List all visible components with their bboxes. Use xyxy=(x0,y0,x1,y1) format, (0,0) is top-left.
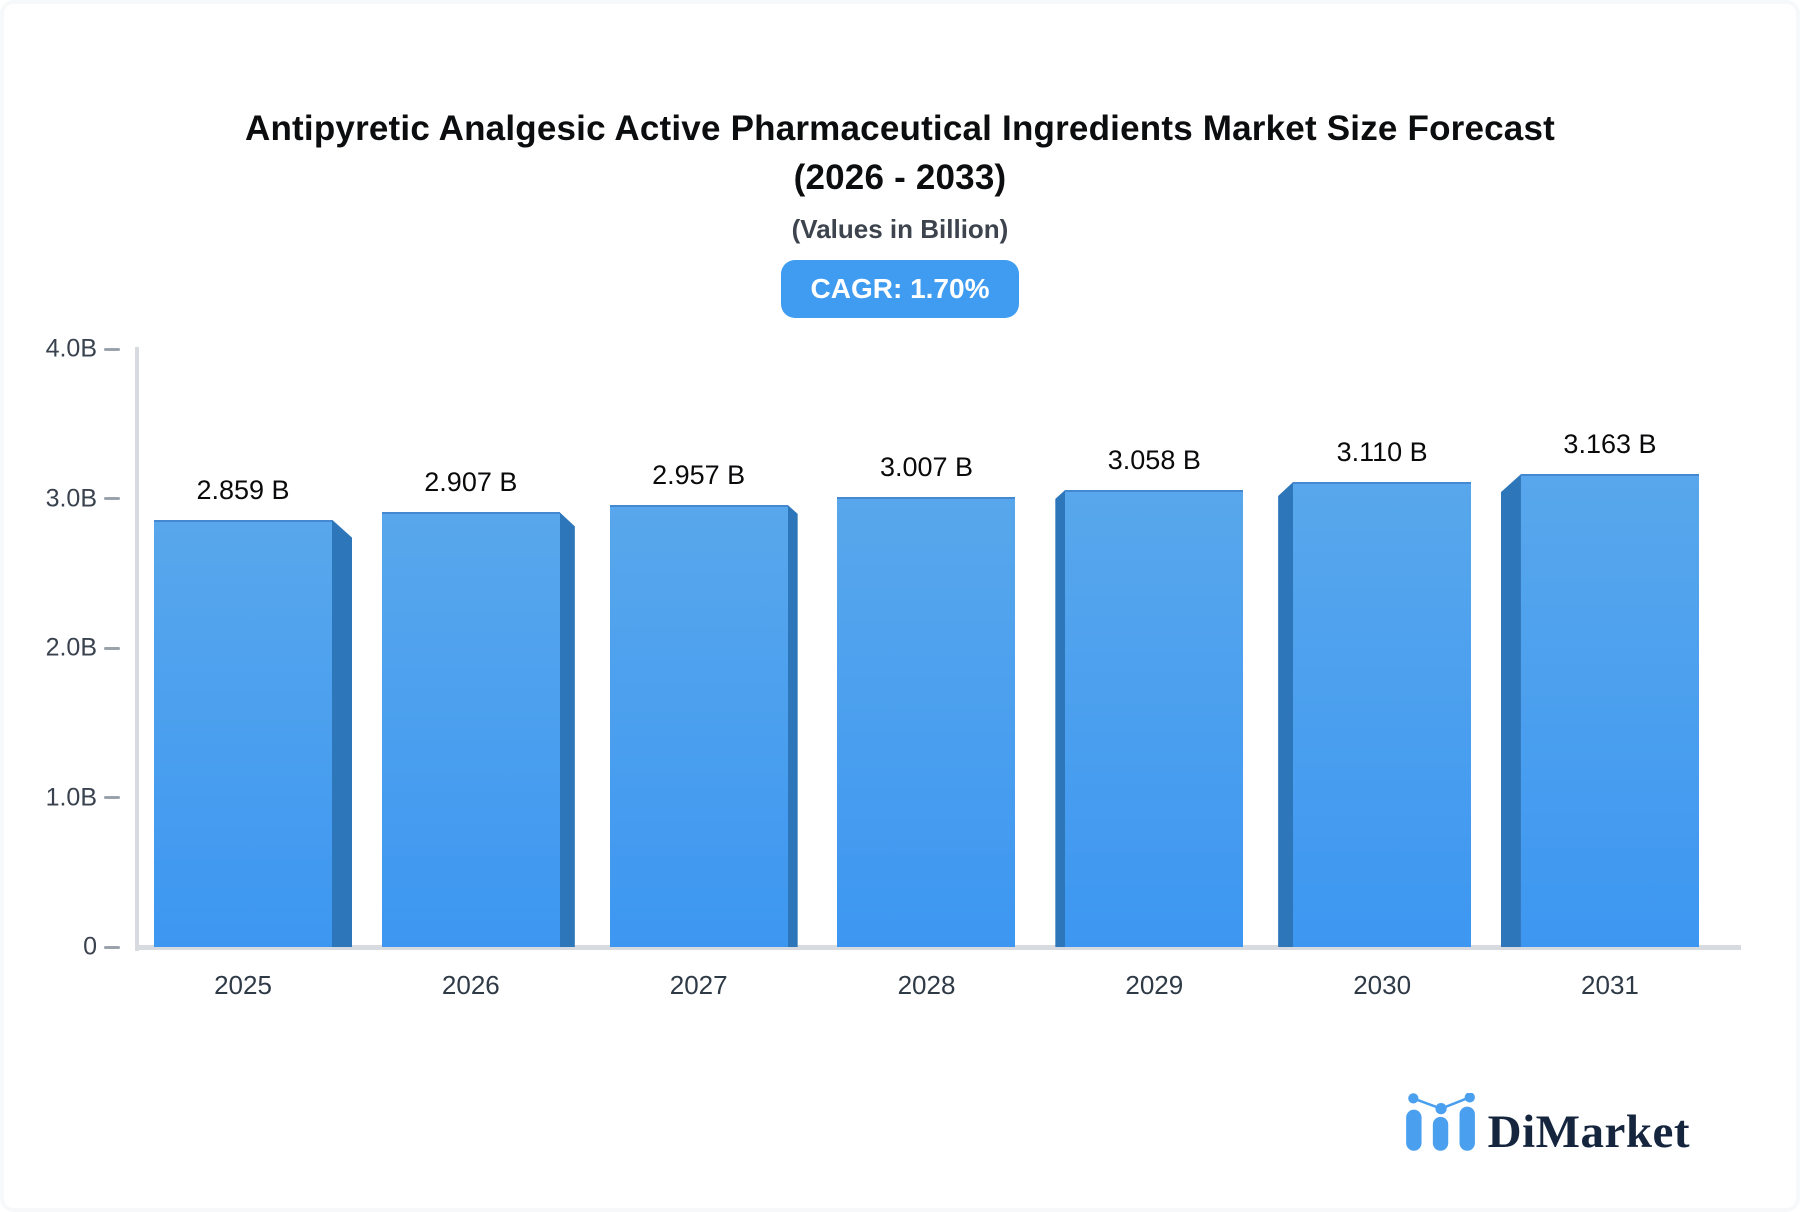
y-tick-dash xyxy=(104,347,120,351)
y-tick-dash xyxy=(104,945,120,949)
bar-3d-side xyxy=(1500,474,1521,947)
x-axis-line xyxy=(135,945,1741,950)
bar-value-label: 3.163 B xyxy=(1563,429,1657,460)
chart-subtitle: (Values in Billion) xyxy=(791,214,1009,244)
bar-2029[interactable] xyxy=(1065,489,1244,947)
bar-2025[interactable] xyxy=(154,519,332,947)
bar-3d-side xyxy=(559,512,575,947)
y-tick-label: 0 xyxy=(83,932,97,961)
bar-3d-side xyxy=(332,519,352,947)
x-axis-label: 2029 xyxy=(1125,970,1184,1000)
bar-3d-side xyxy=(787,504,798,947)
x-axis-label: 2031 xyxy=(1581,970,1639,1000)
bar-value-label: 3.007 B xyxy=(879,452,974,483)
bar-value-label: 3.058 B xyxy=(1107,444,1201,475)
brand-logo: DiMarket xyxy=(1400,1092,1690,1158)
x-axis-label: 2027 xyxy=(669,970,728,1000)
bar-2026[interactable] xyxy=(381,512,560,947)
chart-title-line2: (2026 - 2033) xyxy=(793,158,1007,197)
bar-value-label: 3.110 B xyxy=(1336,437,1428,468)
bar-2027[interactable] xyxy=(609,504,788,947)
bar-2028[interactable] xyxy=(837,497,1016,947)
y-tick-label: 4.0B xyxy=(45,334,97,363)
bar-value-label: 2.907 B xyxy=(424,467,518,498)
x-axis-label: 2025 xyxy=(214,970,272,1000)
x-axis-label: 2026 xyxy=(441,970,500,1000)
bar-line-chart-icon xyxy=(1400,1092,1478,1156)
bar-2030[interactable] xyxy=(1293,482,1472,947)
chart-title-line1: Antipyretic Analgesic Active Pharmaceuti… xyxy=(244,109,1555,148)
bar-3d-side xyxy=(1055,489,1066,947)
bar-3d-side xyxy=(1278,482,1294,947)
y-axis-line xyxy=(135,347,139,951)
brand-name: DiMarket xyxy=(1487,1106,1690,1158)
y-tick-label: 3.0B xyxy=(45,484,97,512)
bar-value-label: 2.859 B xyxy=(196,474,290,505)
cagr-badge: CAGR: 1.70% xyxy=(780,260,1020,318)
y-tick-label: 2.0B xyxy=(45,633,97,662)
y-tick-label: 1.0B xyxy=(45,783,97,811)
bar-value-label: 2.957 B xyxy=(652,459,746,490)
y-tick-dash xyxy=(104,796,120,799)
y-tick-dash xyxy=(104,497,120,500)
x-axis-label: 2028 xyxy=(897,970,956,1000)
bar-2031[interactable] xyxy=(1520,474,1699,947)
chart-header: Antipyretic Analgesic Active Pharmaceuti… xyxy=(4,104,1796,318)
x-axis-label: 2030 xyxy=(1353,970,1412,1000)
y-tick-dash xyxy=(104,646,120,650)
bar-chart-plot: 0 1.0B 2.0B 3.0B 4.0B 2.859 B 2025 2.907 B 2026 2… xyxy=(4,4,1796,1208)
